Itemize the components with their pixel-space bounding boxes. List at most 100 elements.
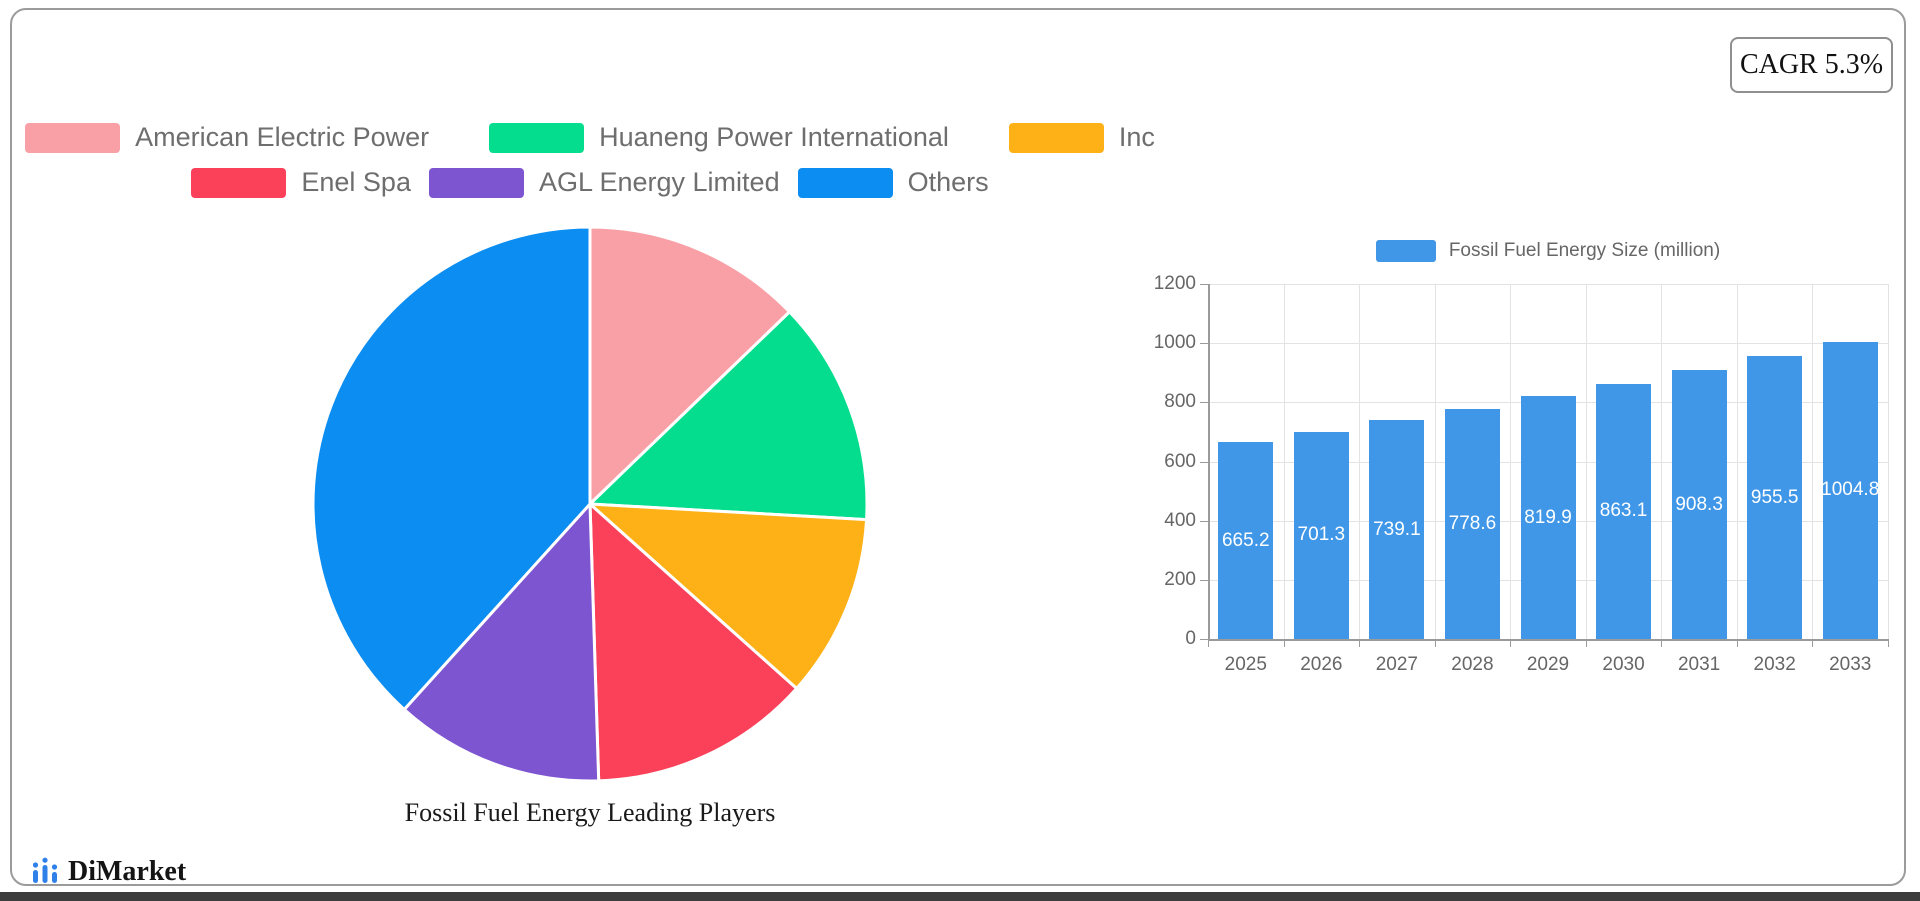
gridline-v-5 (1585, 284, 1587, 639)
gridline-v-6 (1661, 284, 1663, 639)
y-tick-mark-800 (1200, 402, 1208, 404)
bar-2029 (1520, 396, 1576, 639)
pie-chart (311, 225, 869, 783)
y-tick-label-200: 200 (1164, 568, 1196, 590)
legend-label: American Electric Power (135, 122, 430, 152)
pie-chart-title: Fossil Fuel Energy Leading Players (404, 798, 776, 827)
x-tick-label-2033: 2033 (1829, 654, 1872, 675)
pie-slice-american-electric-power (588, 225, 792, 506)
y-tick-label-0: 0 (1185, 628, 1196, 649)
y-tick-mark-600 (1200, 461, 1208, 463)
bar-legend-label: Fossil Fuel Energy Size (million) (1448, 240, 1721, 261)
brand-logo-text: DiMarket (68, 856, 187, 887)
bar-value-2025: 665.2 (1221, 529, 1270, 551)
pie-legend: American Electric Power Huaneng Power Int… (0, 122, 1180, 198)
x-tick-label-2025: 2025 (1224, 654, 1267, 675)
y-tick-label-400: 400 (1164, 509, 1196, 531)
pie-legend-row-2: Enel Spa AGL Energy Limited Others (191, 167, 989, 198)
x-tick-mark-7 (1736, 639, 1738, 647)
y-tick-label-600: 600 (1164, 450, 1196, 472)
bar-value-2026: 701.3 (1297, 524, 1346, 546)
bar-value-2028: 778.6 (1448, 512, 1497, 534)
x-tick-label-2026: 2026 (1300, 654, 1343, 675)
legend-item-inc[interactable]: Inc (1008, 122, 1155, 153)
x-tick-mark-9 (1888, 639, 1889, 647)
bar-value-2027: 739.1 (1373, 518, 1421, 540)
x-tick-mark-6 (1661, 639, 1663, 647)
legend-swatch-others (797, 167, 893, 198)
legend-swatch-agl-energy-limited (428, 167, 524, 198)
y-tick-label-1200: 1200 (1153, 273, 1196, 294)
x-tick-label-2028: 2028 (1451, 654, 1494, 675)
x-tick-mark-4 (1510, 639, 1512, 647)
x-tick-label-2029: 2029 (1526, 654, 1570, 675)
x-axis-line (1208, 639, 1888, 641)
gridline-v-1 (1283, 284, 1285, 639)
bar-value-2029: 819.9 (1524, 506, 1572, 528)
pie-slice-others (311, 225, 592, 711)
x-tick-label-2032: 2032 (1753, 654, 1796, 675)
x-tick-mark-1 (1283, 639, 1285, 647)
window-bottom-edge (0, 892, 1920, 901)
x-tick-label-2031: 2031 (1677, 654, 1721, 675)
legend-swatch-inc (1008, 122, 1104, 153)
y-tick-label-1000: 1000 (1153, 332, 1196, 354)
pie-slice-enel-spa (588, 502, 799, 783)
y-tick-mark-1200 (1200, 284, 1208, 285)
gridline-h-1200 (1208, 284, 1888, 285)
y-tick-mark-200 (1200, 579, 1208, 581)
pie-slice-huaneng-power-international (588, 310, 869, 522)
y-tick-mark-400 (1200, 520, 1208, 522)
bar-chart-logo-icon (32, 857, 58, 883)
legend-item-enel-spa[interactable]: Enel Spa (191, 167, 411, 198)
legend-label: Others (907, 167, 989, 197)
legend-swatch-enel-spa (191, 167, 287, 198)
cagr-badge: CAGR 5.3% (1730, 37, 1893, 93)
x-tick-mark-8 (1812, 639, 1814, 647)
bar-2027 (1369, 420, 1425, 639)
legend-item-huaneng-power-international[interactable]: Huaneng Power International (489, 122, 949, 153)
legend-item-others[interactable]: Others (797, 167, 989, 198)
bar-2025 (1218, 442, 1274, 639)
pie-slice-agl-energy-limited (402, 502, 601, 783)
bar-2033 (1822, 341, 1878, 639)
bar-2026 (1293, 431, 1349, 639)
bar-value-2030: 863.1 (1599, 500, 1648, 522)
gridline-h-1000 (1208, 343, 1888, 345)
bar-value-2031: 908.3 (1675, 493, 1723, 515)
legend-label: Inc (1118, 122, 1155, 152)
bar-value-2032: 955.5 (1750, 486, 1799, 508)
bar-chart-plot-area: 0 200 400 600 800 1000 1200 665.2 2025 701.3 2026 7… (1154, 273, 1889, 675)
cagr-badge-label: CAGR 5.3% (1739, 49, 1884, 80)
legend-swatch-huaneng-power-international (489, 122, 585, 153)
x-tick-mark-2 (1359, 639, 1361, 647)
legend-label: Huaneng Power International (599, 122, 949, 152)
x-tick-mark-5 (1585, 639, 1587, 647)
legend-item-american-electric-power[interactable]: American Electric Power (25, 122, 429, 153)
bar-value-2033: 1004.8 (1821, 479, 1880, 501)
pie-slice-inc (588, 502, 869, 690)
gridline-v-9 (1888, 284, 1889, 639)
gridline-v-3 (1434, 284, 1436, 639)
legend-label: AGL Energy Limited (538, 167, 780, 197)
bar-2030 (1596, 383, 1652, 639)
legend-swatch-american-electric-power (25, 122, 121, 153)
x-tick-mark-3 (1434, 639, 1436, 647)
y-tick-label-800: 800 (1164, 391, 1196, 413)
y-tick-mark-1000 (1200, 343, 1208, 345)
bar-2031 (1671, 370, 1727, 639)
bar-legend-swatch (1375, 240, 1436, 262)
x-tick-label-2030: 2030 (1602, 654, 1645, 675)
bar-2032 (1747, 356, 1803, 639)
x-tick-label-2027: 2027 (1375, 654, 1419, 675)
brand-logo: DiMarket (30, 856, 186, 888)
bar-legend[interactable]: Fossil Fuel Energy Size (million) (1208, 240, 1888, 262)
gridline-v-2 (1359, 284, 1361, 639)
gridline-v-8 (1812, 284, 1814, 639)
pie-legend-row-1: American Electric Power Huaneng Power Int… (25, 122, 1155, 153)
gridline-v-7 (1736, 284, 1738, 639)
x-tick-mark-0 (1208, 639, 1209, 647)
legend-label: Enel Spa (301, 167, 411, 197)
legend-item-agl-energy-limited[interactable]: AGL Energy Limited (428, 167, 780, 198)
